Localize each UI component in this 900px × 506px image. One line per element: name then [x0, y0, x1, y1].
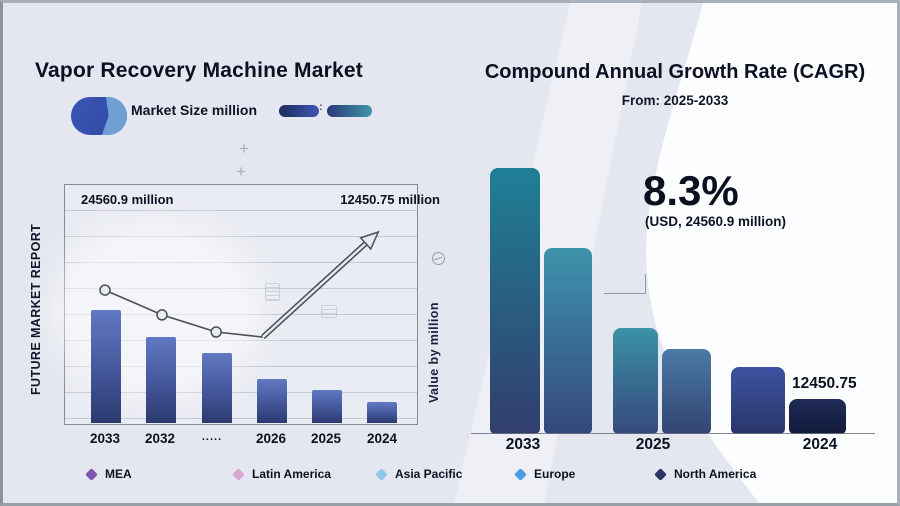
x-label-2025: 2025	[310, 431, 342, 446]
legend-item-asia-pacific: Asia Pacific	[375, 467, 463, 481]
legend-label: Asia Pacific	[395, 467, 463, 481]
market-size-bar-2032	[146, 337, 176, 423]
ratio-pill-teal	[327, 105, 372, 117]
cagr-period: From: 2025-2033	[621, 93, 729, 108]
market-size-chart-panel: 24560.9 million 12450.75 million	[51, 184, 440, 425]
market-size-cylinder-icon	[71, 97, 127, 135]
legend-label: MEA	[105, 467, 132, 481]
market-size-bar-.....	[202, 353, 232, 423]
x-label-2026: 2026	[255, 431, 287, 446]
ghost-clipboard-icon	[265, 283, 280, 301]
market-size-bar-2024	[367, 402, 397, 423]
plus-icon: +	[239, 139, 249, 158]
chart-start-value: 24560.9 million	[81, 192, 174, 207]
left-axis-label: FUTURE MARKET REPORT	[29, 223, 43, 395]
x-label-2024: 2024	[366, 431, 398, 446]
cagr-x-label-2025: 2025	[635, 436, 671, 453]
legend-item-mea: MEA	[85, 467, 132, 481]
cagr-title: Compound Annual Growth Rate (CAGR)	[484, 61, 866, 83]
market-size-bar-2025	[312, 390, 342, 423]
ghost-clipboard-icon	[321, 305, 337, 318]
legend-label: Latin America	[252, 467, 331, 481]
cagr-bar-5	[789, 399, 846, 434]
value-callout-2024: 12450.75	[792, 375, 857, 392]
legend-diamond-icon	[375, 467, 388, 481]
legend-item-north-america: North America	[654, 467, 757, 481]
value-axis-label: Value by million	[427, 302, 441, 404]
plus-icon: +	[236, 162, 246, 181]
ratio-separator: :	[319, 101, 323, 113]
legend-label: North America	[674, 467, 757, 481]
legend-item-europe: Europe	[514, 467, 576, 481]
x-label-2032: 2032	[144, 431, 176, 446]
cagr-bar-3	[662, 349, 711, 434]
cagr-x-label-2033: 2033	[505, 436, 541, 453]
x-label-2033: 2033	[89, 431, 121, 446]
market-size-label: Market Size million	[131, 102, 258, 118]
x-label-.....: .....	[201, 431, 223, 443]
cagr-bar-1	[544, 248, 592, 434]
market-size-bar-2033	[91, 310, 121, 423]
page-title: Vapor Recovery Machine Market	[35, 59, 363, 82]
cylinder-face-shape	[101, 97, 127, 135]
cagr-value: 8.3%	[643, 167, 739, 214]
ratio-pill-blue	[279, 105, 319, 117]
legend-item-latin-america: Latin America	[232, 467, 331, 481]
minus-circle-icon	[432, 252, 445, 265]
legend-diamond-icon	[232, 467, 245, 481]
x-axis-line	[471, 433, 875, 434]
legend-diamond-icon	[85, 467, 98, 481]
chart-end-value: 12450.75 million	[340, 192, 440, 207]
decorative-corner-bracket	[604, 274, 646, 294]
cagr-bar-2	[613, 328, 658, 434]
cagr-bar-4	[731, 367, 785, 434]
legend-diamond-icon	[514, 467, 527, 481]
cagr-detail: (USD, 24560.9 million)	[645, 214, 787, 229]
market-size-bar-2026	[257, 379, 287, 423]
growth-arrow-icon	[99, 230, 380, 340]
cagr-x-label-2024: 2024	[802, 436, 838, 453]
market-size-bars	[65, 185, 419, 423]
cagr-bar-0	[490, 168, 540, 434]
legend-label: Europe	[534, 467, 576, 481]
cagr-bars	[473, 163, 873, 434]
legend-diamond-icon	[654, 467, 667, 481]
